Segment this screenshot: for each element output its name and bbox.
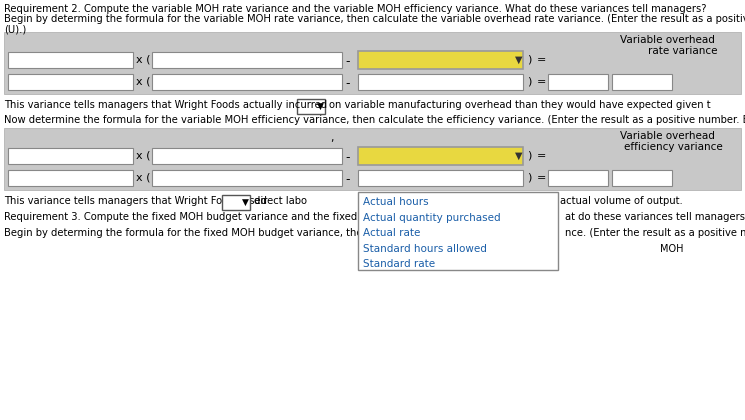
Text: efficiency variance: efficiency variance	[624, 142, 723, 152]
Text: Actual quantity purchased: Actual quantity purchased	[363, 213, 501, 223]
Text: ): )	[527, 55, 531, 65]
Bar	[152, 52, 342, 68]
Text: -: -	[345, 77, 349, 90]
Text: ▼: ▼	[515, 55, 522, 65]
Text: ▼: ▼	[515, 151, 522, 161]
Bar	[4, 128, 741, 190]
Bar	[358, 192, 558, 270]
Text: MOH: MOH	[660, 244, 683, 254]
Text: Begin by determing the formula for the fixed MOH budget variance, ther: Begin by determing the formula for the f…	[4, 228, 367, 238]
Text: =: =	[537, 151, 546, 161]
Bar	[297, 99, 325, 114]
Text: =: =	[537, 55, 546, 65]
Text: x (: x (	[136, 173, 150, 183]
Text: (U).): (U).)	[4, 24, 26, 34]
Bar	[358, 51, 523, 69]
Bar	[548, 170, 608, 186]
Text: x (: x (	[136, 151, 150, 161]
Text: nce. (Enter the result as a positive number. L: nce. (Enter the result as a positive num…	[565, 228, 745, 238]
Bar	[8, 52, 133, 68]
Bar	[8, 74, 133, 90]
Text: Variable overhead: Variable overhead	[620, 35, 715, 45]
Text: Actual hours: Actual hours	[363, 197, 428, 207]
Text: ): )	[527, 151, 531, 161]
Text: Requirement 3. Compute the fixed MOH budget variance and the fixed: Requirement 3. Compute the fixed MOH bud…	[4, 212, 358, 222]
Bar	[8, 148, 133, 164]
Text: ): )	[527, 77, 531, 87]
Text: ): )	[527, 173, 531, 183]
Text: ▼: ▼	[317, 102, 324, 111]
Bar	[152, 170, 342, 186]
Text: Standard hours allowed: Standard hours allowed	[363, 244, 487, 254]
Text: Now determine the formula for the variable MOH efficiency variance, then calcula: Now determine the formula for the variab…	[4, 115, 745, 125]
Bar	[612, 74, 672, 90]
Text: =: =	[537, 173, 546, 183]
Bar	[8, 170, 133, 186]
Bar	[612, 170, 672, 186]
Text: Requirement 2. Compute the variable MOH rate variance and the variable MOH effic: Requirement 2. Compute the variable MOH …	[4, 4, 706, 14]
Text: -: -	[345, 173, 349, 186]
Bar	[358, 147, 523, 165]
Text: Begin by determing the formula for the variable MOH rate variance, then calculat: Begin by determing the formula for the v…	[4, 14, 745, 24]
Text: -: -	[345, 151, 349, 164]
Bar	[222, 195, 250, 210]
Text: Standard rate: Standard rate	[363, 260, 435, 269]
Text: This variance tells managers that Wright Foods actually incurred: This variance tells managers that Wright…	[4, 100, 327, 110]
Bar	[358, 74, 523, 90]
Text: Variable overhead: Variable overhead	[620, 131, 715, 141]
Text: ,: ,	[330, 133, 334, 143]
Text: actual volume of output.: actual volume of output.	[560, 196, 682, 206]
Text: Actual rate: Actual rate	[363, 228, 420, 238]
Text: at do these variances tell managers?: at do these variances tell managers?	[565, 212, 745, 222]
Bar	[152, 148, 342, 164]
Text: -: -	[345, 55, 349, 68]
Bar	[548, 74, 608, 90]
Bar	[4, 32, 741, 94]
Text: rate variance: rate variance	[648, 46, 717, 56]
Text: ▼: ▼	[242, 198, 249, 207]
Text: x (: x (	[136, 55, 150, 65]
Text: =: =	[537, 77, 546, 87]
Text: This variance tells managers that Wright Foods used: This variance tells managers that Wright…	[4, 196, 267, 206]
Text: direct labo: direct labo	[254, 196, 307, 206]
Text: x (: x (	[136, 77, 150, 87]
Text: on variable manufacturing overhead than they would have expected given t: on variable manufacturing overhead than …	[329, 100, 711, 110]
Bar	[358, 170, 523, 186]
Bar	[152, 74, 342, 90]
